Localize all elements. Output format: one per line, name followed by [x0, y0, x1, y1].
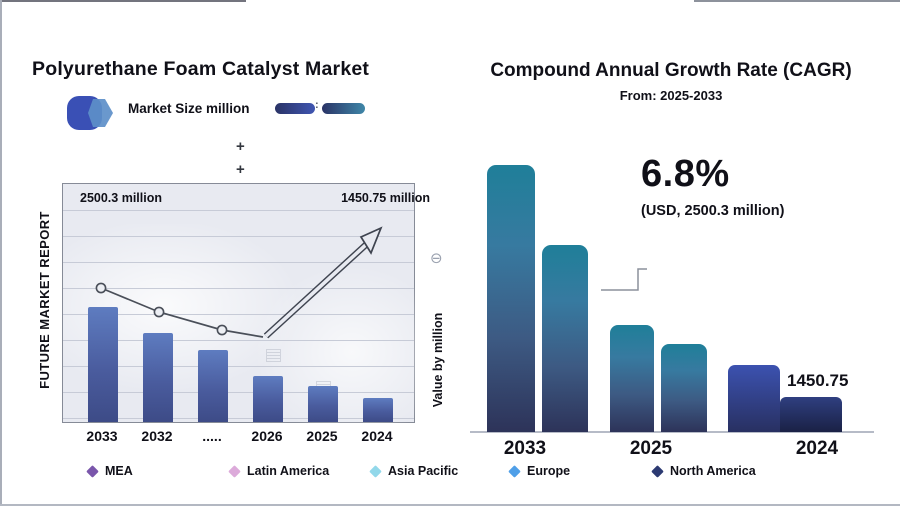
- right-bar-2025-a: [610, 325, 654, 432]
- start-value-label: 2500.3 million: [80, 191, 162, 205]
- gradient-pill-blue: [275, 103, 315, 114]
- left-bars: [63, 184, 414, 422]
- trend-marker: [153, 306, 165, 318]
- pill-separator: :: [315, 99, 319, 111]
- right-xaxis-label-2033: 2033: [503, 438, 547, 459]
- market-size-label: Market Size million: [128, 101, 250, 116]
- right-xaxis-label-2024: 2024: [795, 438, 839, 459]
- page-title: Polyurethane Foam Catalyst Market: [32, 58, 370, 80]
- cagr-subtitle: From: 2025-2033: [619, 88, 723, 103]
- plus-icon: +: [236, 138, 245, 155]
- left-xaxis: 2033 2032..... 2026 2025 2024: [62, 428, 415, 446]
- market-size-icon: [67, 96, 113, 130]
- frame-left: [0, 0, 2, 506]
- frame-bottom: [0, 504, 900, 506]
- right-bar-2024-a: [728, 365, 780, 432]
- right-xaxis-label-2025: 2025: [629, 438, 673, 459]
- left-xaxis-label-2033: 2033: [86, 428, 118, 444]
- right-bar-2033-a: [487, 165, 535, 432]
- y-axis-label: Value by million: [431, 312, 445, 408]
- left-xaxis-label-2026: 2026: [251, 428, 283, 444]
- right-bar-2024-b: [780, 397, 842, 432]
- trend-line: [100, 287, 264, 338]
- left-bar-2026: [253, 376, 283, 422]
- gridlines: [63, 210, 414, 422]
- left-bar-2024: [363, 398, 393, 422]
- plus-icon: +: [236, 161, 245, 178]
- frame-top-right: [694, 0, 900, 2]
- left-bar-2025: [308, 386, 338, 422]
- right-chart: 2033 2025 2024: [470, 150, 882, 459]
- step-bracket-decoration: [601, 268, 647, 291]
- cagr-detail: (USD, 2500.3 million): [641, 203, 785, 219]
- left-bar-2033: [88, 307, 118, 422]
- trend-overlay: [95, 226, 383, 339]
- left-bar-dots: [198, 350, 228, 422]
- left-xaxis-label-2024: 2024: [361, 428, 393, 444]
- trend-marker: [216, 324, 228, 336]
- side-watermark-label: FUTURE MARKET REPORT: [37, 211, 52, 389]
- end-value-label: 1450.75 million: [341, 191, 430, 205]
- left-xaxis-label-2025: 2025: [306, 428, 338, 444]
- left-xaxis-label-2032: 2032: [141, 428, 173, 444]
- gradient-pill-teal: [322, 103, 365, 114]
- left-chart-panel: 2500.3 million 1450.75 million: [62, 183, 433, 424]
- right-bar-2025-b: [661, 344, 707, 432]
- trend-arrow-head: [359, 226, 383, 255]
- cagr-title: Compound Annual Growth Rate (CAGR): [490, 60, 852, 81]
- left-bar-2032: [143, 333, 173, 422]
- value-2024-label: 1450.75: [787, 371, 849, 390]
- right-bar-2033-b: [542, 245, 588, 432]
- frame-top-left: [0, 0, 246, 2]
- x-axis-line: [470, 431, 874, 433]
- circle-minus-icon: ⊖: [430, 249, 443, 267]
- cagr-value: 6.8%: [641, 153, 730, 195]
- trend-marker: [95, 282, 107, 294]
- left-xaxis-label-dots: .....: [202, 428, 222, 444]
- watermark-icon: [266, 349, 281, 362]
